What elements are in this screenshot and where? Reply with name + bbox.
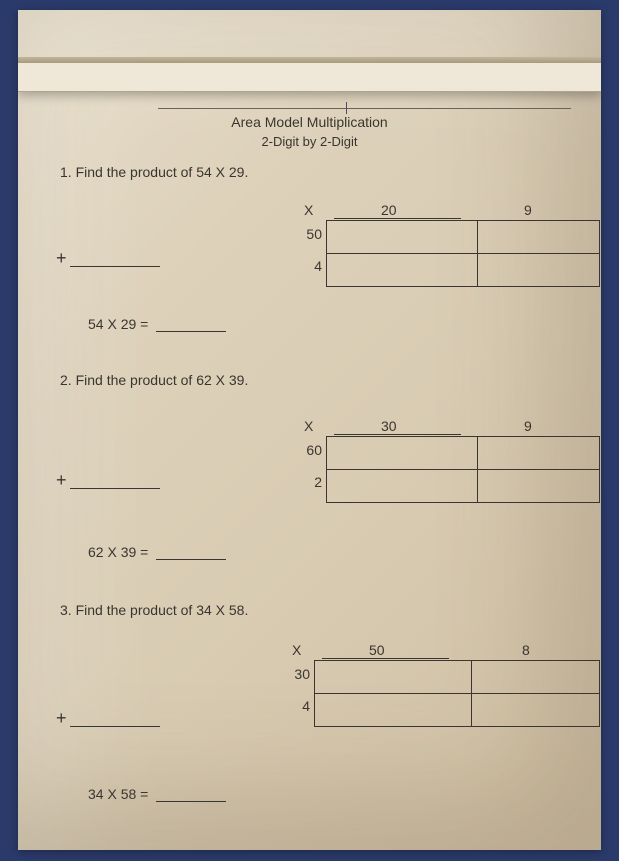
problem-text: Find the product of 34 X 58. bbox=[76, 602, 249, 618]
grid-row-header-1: 60 bbox=[300, 442, 322, 458]
header-tick bbox=[346, 102, 347, 114]
problem-3-answer-blank[interactable] bbox=[156, 787, 226, 802]
problem-3-equation: 34 X 58 = bbox=[88, 786, 226, 802]
grid-row-header-2: 4 bbox=[300, 258, 322, 274]
grid-hdiv bbox=[327, 469, 599, 470]
problem-number: 2. bbox=[60, 372, 72, 388]
worksheet-page: Area Model Multiplication 2-Digit by 2-D… bbox=[18, 10, 601, 850]
problem-1-equation: 54 X 29 = bbox=[88, 316, 226, 332]
problem-2-answer-blank[interactable] bbox=[156, 545, 226, 560]
grid-col-header-1: 20 bbox=[381, 202, 397, 218]
problem-2-equation: 62 X 39 = bbox=[88, 544, 226, 560]
grid-col-underline-1 bbox=[334, 218, 461, 219]
page-fold bbox=[18, 62, 601, 92]
equation-label: 34 X 58 = bbox=[88, 786, 148, 802]
grid-col-underline-1 bbox=[322, 658, 449, 659]
grid-hdiv bbox=[327, 253, 599, 254]
grid-col-header-1: 30 bbox=[381, 418, 397, 434]
grid-col-underline-1 bbox=[334, 434, 461, 435]
grid-box[interactable] bbox=[326, 436, 600, 503]
grid-box[interactable] bbox=[314, 660, 600, 727]
grid-x-symbol: X bbox=[292, 642, 301, 658]
worksheet-title: Area Model Multiplication bbox=[18, 114, 601, 130]
equation-label: 62 X 39 = bbox=[88, 544, 148, 560]
grid-row-header-2: 4 bbox=[288, 698, 310, 714]
problem-3-addend-blank[interactable] bbox=[70, 726, 160, 727]
grid-x-symbol: X bbox=[304, 418, 313, 434]
header-rule bbox=[158, 108, 571, 109]
grid-hdiv bbox=[315, 693, 599, 694]
problem-text: Find the product of 54 X 29. bbox=[76, 164, 249, 180]
problem-1-addend-blank[interactable] bbox=[70, 266, 160, 267]
grid-col-header-1: 50 bbox=[369, 642, 385, 658]
grid-row-header-1: 30 bbox=[288, 666, 310, 682]
problem-2-prompt: 2. Find the product of 62 X 39. bbox=[60, 372, 248, 388]
problem-2-addend-blank[interactable] bbox=[70, 488, 160, 489]
worksheet-subtitle: 2-Digit by 2-Digit bbox=[18, 134, 601, 149]
problem-1-prompt: 1. Find the product of 54 X 29. bbox=[60, 164, 248, 180]
grid-row-header-1: 50 bbox=[300, 226, 322, 242]
grid-box[interactable] bbox=[326, 220, 600, 287]
problem-2-plus: + bbox=[56, 470, 67, 491]
grid-col-header-2: 9 bbox=[524, 418, 532, 434]
problem-1-plus: + bbox=[56, 248, 67, 269]
problem-1-answer-blank[interactable] bbox=[156, 317, 226, 332]
problem-number: 3. bbox=[60, 602, 72, 618]
grid-col-header-2: 9 bbox=[524, 202, 532, 218]
equation-label: 54 X 29 = bbox=[88, 316, 148, 332]
problem-text: Find the product of 62 X 39. bbox=[76, 372, 249, 388]
grid-x-symbol: X bbox=[304, 202, 313, 218]
grid-col-header-2: 8 bbox=[522, 642, 530, 658]
grid-row-header-2: 2 bbox=[300, 474, 322, 490]
problem-3-prompt: 3. Find the product of 34 X 58. bbox=[60, 602, 248, 618]
problem-3-plus: + bbox=[56, 708, 67, 729]
problem-number: 1. bbox=[60, 164, 72, 180]
